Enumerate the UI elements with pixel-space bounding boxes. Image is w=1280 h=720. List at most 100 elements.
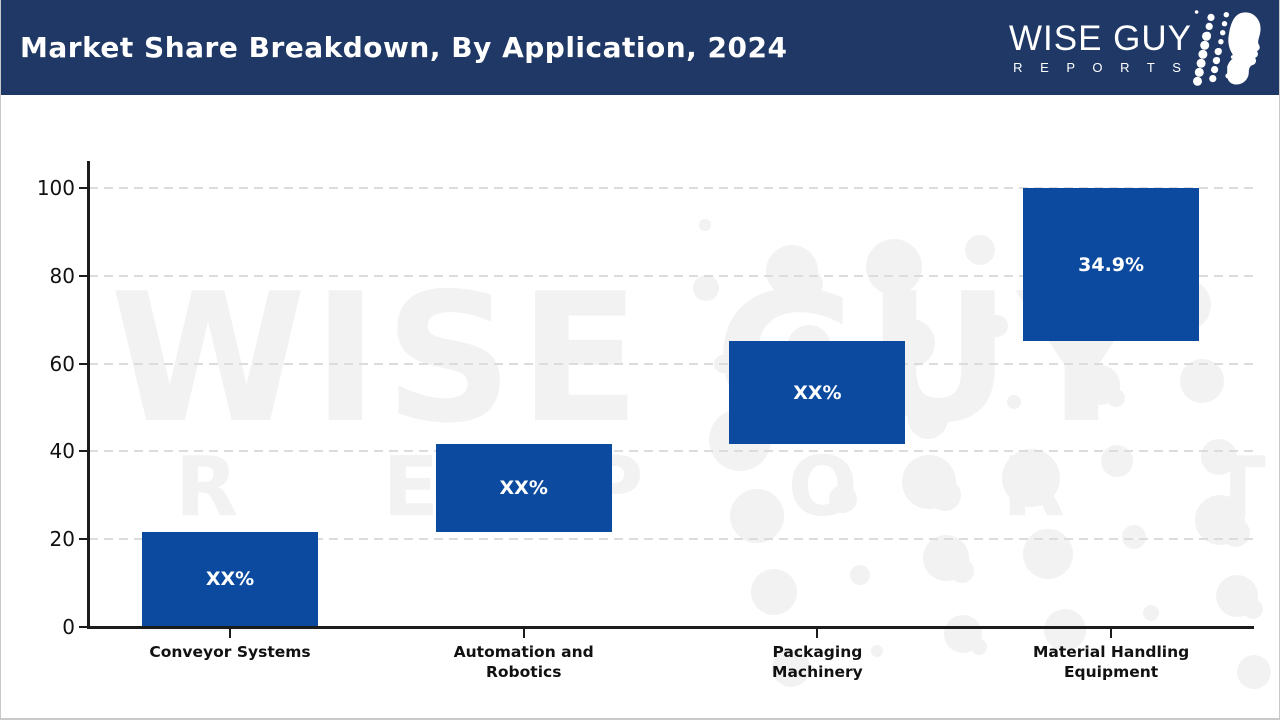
watermark-brand-text: WISE GUY [110,255,1152,462]
logo-dot [1209,75,1217,83]
watermark-dot [1007,395,1021,409]
watermark-dot [1002,449,1060,507]
logo-dot [1236,28,1240,32]
brand-logo: WISE GUY R E P O R T S [1008,6,1268,90]
watermark-dot [793,269,823,299]
brand-name: WISE GUY [1008,19,1193,59]
x-category-label: Conveyor Systems [80,642,380,662]
x-axis [87,626,1254,629]
header-bar: Market Share Breakdown, By Application, … [0,0,1280,95]
x-category-label-line: Machinery [772,663,863,682]
logo-dot [1229,64,1233,68]
watermark-dot [1216,575,1258,617]
logo-dot [1211,66,1219,74]
brand-logo-text: WISE GUY R E P O R T S [1008,19,1193,75]
y-tick-label-40: 40 [49,439,75,464]
watermark-dot [866,239,922,295]
watermark-dot [1222,519,1250,547]
watermark-dot [766,245,818,297]
x-category-label: Material Handling Equipment [961,642,1261,683]
watermark-dot [850,565,870,585]
y-tick-mark-100 [79,187,88,189]
watermark-dot [1143,605,1159,621]
logo-dot [1236,15,1246,25]
logo-dot [1227,73,1231,77]
x-tick-mark [229,629,231,638]
bar-segment: XX% [142,531,318,627]
watermark-dot [730,489,784,543]
y-tick-label-80: 80 [49,263,75,288]
x-category-label: Automation and Robotics [374,642,674,683]
x-category-label-line: Conveyor Systems [149,643,311,661]
y-tick-label-60: 60 [49,351,75,376]
logo-dot [1203,31,1211,39]
gridline-y-100 [89,187,1253,189]
watermark-dot [693,275,719,301]
gridline-y-40 [89,450,1253,453]
y-tick-label-0: 0 [62,615,75,639]
logo-dot [1214,57,1220,63]
dotted-face-icon [1193,10,1261,86]
logo-dot [1196,58,1206,68]
logo-dot [1194,10,1199,14]
x-tick-mark [522,629,525,638]
watermark-dot [965,235,995,265]
watermark-dot [929,479,961,511]
x-tick-mark [1110,629,1113,638]
bar-value-label: 34.9% [1078,253,1145,276]
y-tick-mark-80 [79,274,88,277]
watermark-dot [902,455,956,509]
y-tick-label-100: 100 [36,176,75,200]
watermark-dot [1122,525,1146,549]
watermark-dot [908,399,948,439]
y-tick-mark-60 [79,362,88,365]
x-category-label: Packaging Machinery [667,642,967,683]
watermark-dot [1107,389,1125,407]
logo-dot [1207,13,1215,21]
bar-value-label: XX% [205,568,255,591]
logo-dot [1230,55,1235,59]
logo-dot [1194,67,1204,77]
x-category-label-line: Material Handling [1032,643,1190,661]
x-tick-mark [816,629,819,638]
y-tick-label-20: 20 [49,527,75,552]
bar-value-label: XX% [499,477,548,500]
watermark-dot [1243,599,1263,619]
bar-segment: XX% [729,341,906,445]
x-category-label-line: Packaging [772,643,863,661]
y-axis [87,161,90,629]
logo-dot [1200,40,1210,50]
logo-dot [1218,39,1224,45]
logo-dot [1234,37,1238,41]
x-category-label-line: Equipment [1063,663,1159,682]
watermark-dot [1201,439,1237,475]
watermark-dot [950,559,974,583]
gridline-y-80 [89,274,1253,277]
logo-dot [1193,76,1202,86]
y-tick-mark-20 [79,538,88,541]
gridline-y-60 [89,362,1253,365]
logo-dot [1221,21,1228,27]
x-category-label-line: Robotics [485,663,562,682]
watermark-dot [751,569,797,615]
y-tick-mark-40 [79,450,88,453]
logo-dot [1205,22,1213,30]
logo-dot [1216,48,1222,54]
watermark-dot [923,535,969,581]
watermark-subtitle-text: R E P O R T S [175,440,1280,535]
bar-segment: XX% [435,444,612,532]
watermark-dot [1180,359,1224,403]
bar-value-label: XX% [793,381,842,404]
logo-dot [1232,46,1237,50]
watermark-dot [699,219,711,231]
watermark-dot [986,315,1008,337]
watermark-dot [829,485,857,513]
chart-area: WISE GUY R E P O R T S 0 20 40 60 80 100 XX% Co… [0,95,1280,720]
bar-segment: 34.9% [1023,188,1200,342]
brand-subtitle: R E P O R T S [1013,59,1188,75]
logo-dot [1220,30,1226,36]
watermark-dot [1080,365,1120,405]
x-category-label-line: Automation and [453,643,594,661]
y-tick-mark-0 [79,626,88,628]
logo-dot [1223,12,1229,18]
